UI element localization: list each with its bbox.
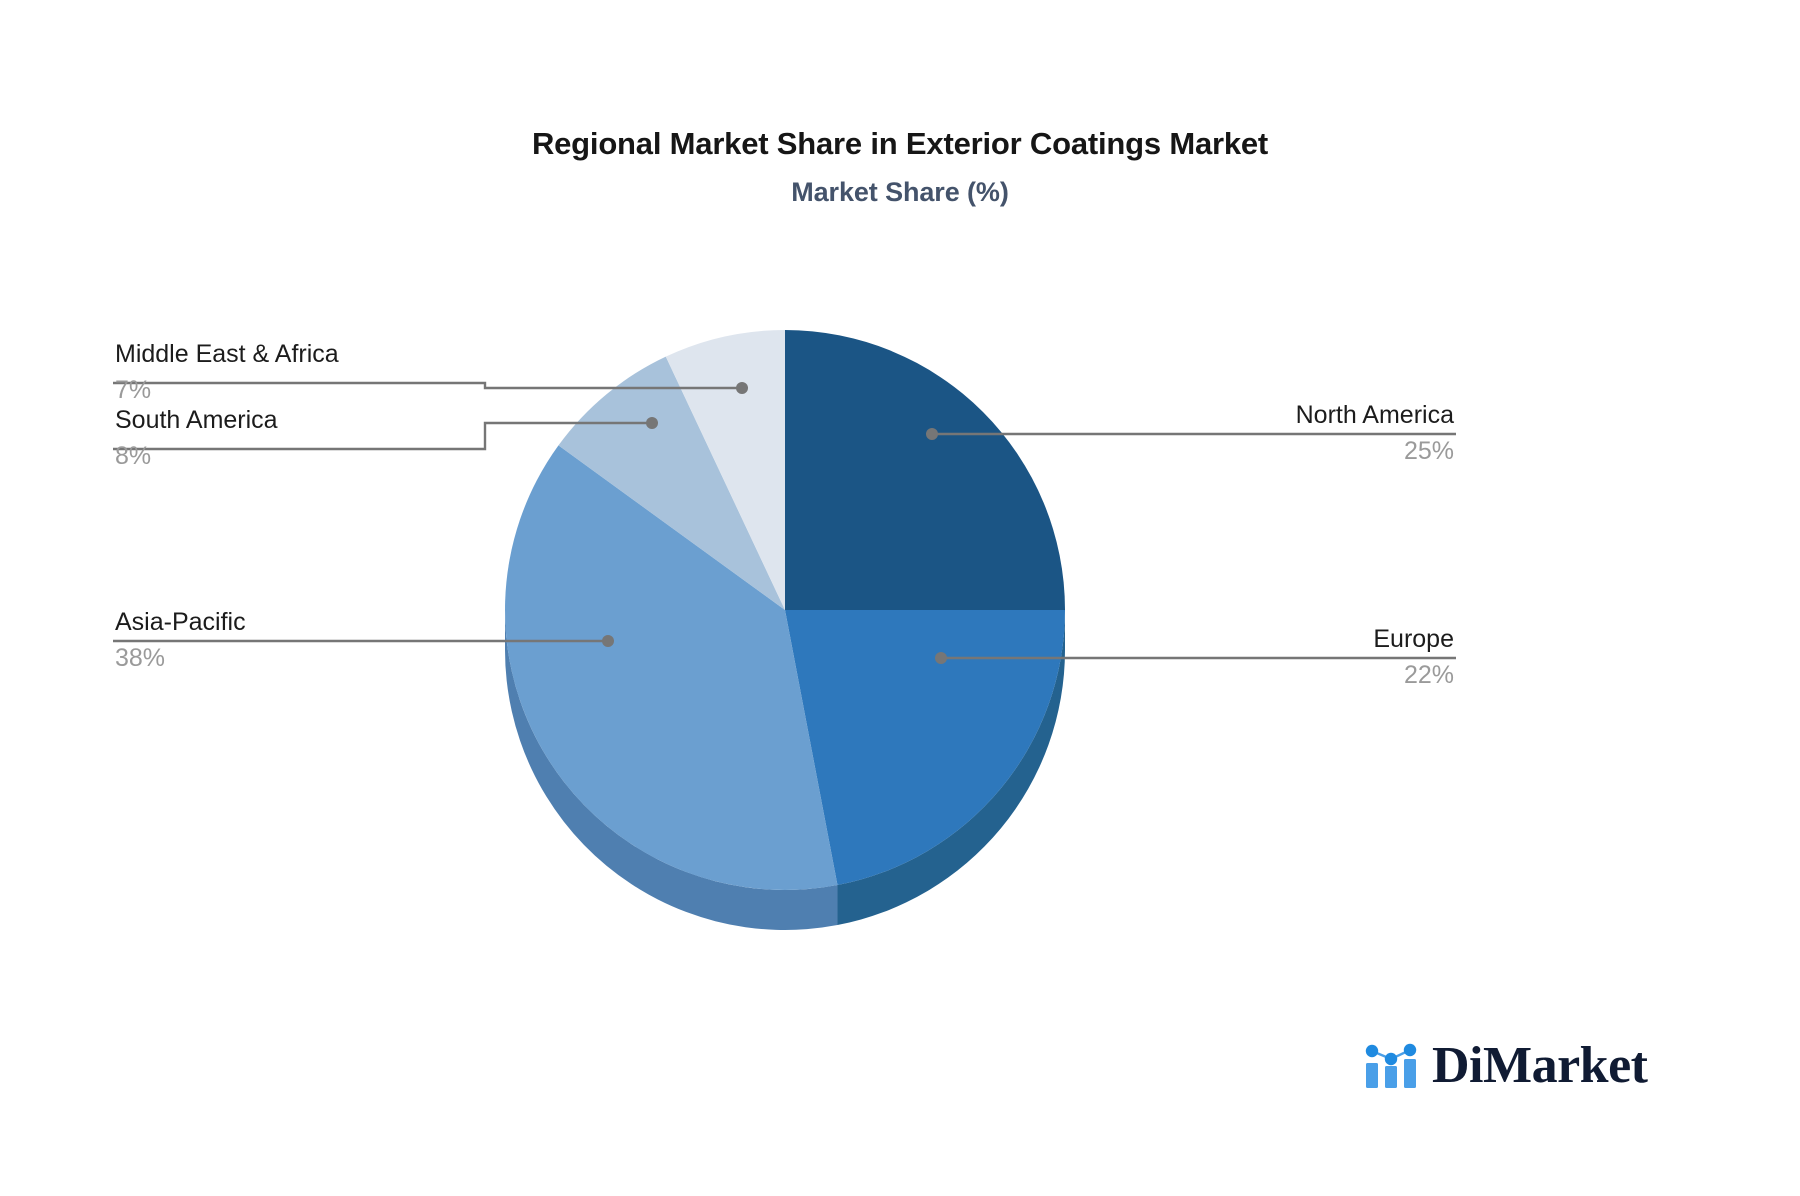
- pie-slice-south-america: [558, 356, 785, 610]
- pie-slice-middle-east-africa: [665, 330, 785, 610]
- callout-value-asia-pacific: 38%: [115, 643, 166, 672]
- chart-subtitle: Market Share (%): [791, 177, 1009, 208]
- leader-dot-middle-east-africa: [736, 382, 748, 394]
- pie-slice-europe: [785, 610, 1065, 886]
- leader-dot-europe: [935, 652, 947, 664]
- callout-value-europe: 22%: [1403, 660, 1454, 689]
- callout-value-south-america: 8%: [115, 441, 152, 470]
- callout-asia-pacific: Asia-Pacific 38%: [113, 608, 248, 673]
- callout-label-asia-pacific: Asia-Pacific: [115, 608, 246, 636]
- leader-line-south-america: [113, 421, 652, 451]
- pie-side-asia-pacific: [505, 610, 838, 931]
- leader-line-middle-east-africa: [113, 381, 742, 390]
- leader-dot-south-america: [646, 417, 658, 429]
- pie-side-walls: [505, 610, 1065, 931]
- callout-north-america: North America 25%: [1294, 401, 1456, 466]
- callout-value-middle-east-africa: 7%: [115, 375, 152, 404]
- bar-chart-icon: [1365, 1043, 1417, 1088]
- brand-logo: DiMarket: [1363, 1037, 1648, 1094]
- page-title: Regional Market Share in Exterior Coatin…: [531, 126, 1269, 161]
- pie-slice-north-america: [785, 330, 1065, 610]
- callout-middle-east-africa: Middle East & Africa 7%: [113, 340, 341, 405]
- pie-top-face: [505, 330, 1065, 890]
- pie-leader-lines: [113, 381, 1456, 664]
- pie-slice-asia-pacific: [505, 445, 838, 890]
- brand-name: DiMarket: [1432, 1037, 1648, 1094]
- callout-europe: Europe 22%: [1371, 625, 1456, 690]
- callout-label-middle-east-africa: Middle East & Africa: [115, 340, 339, 368]
- callout-value-north-america: 25%: [1403, 436, 1454, 465]
- callout-label-south-america: South America: [115, 406, 278, 434]
- callout-label-north-america: North America: [1295, 401, 1454, 429]
- chart-header: Regional Market Share in Exterior Coatin…: [0, 125, 1800, 209]
- leader-dot-north-america: [926, 428, 938, 440]
- leader-dot-asia-pacific: [602, 635, 614, 647]
- callout-south-america: South America 8%: [113, 406, 280, 471]
- callout-label-europe: Europe: [1373, 625, 1454, 653]
- pie-side-europe: [837, 610, 1065, 926]
